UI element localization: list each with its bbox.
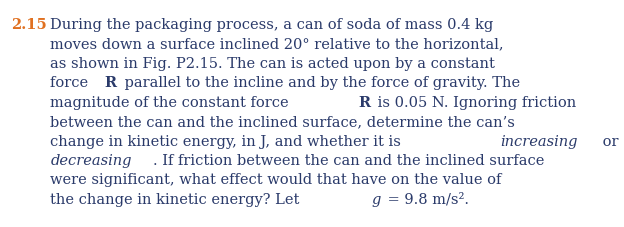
Text: R: R [358, 95, 370, 109]
Text: change in kinetic energy, in J, and whether it is: change in kinetic energy, in J, and whet… [51, 134, 406, 148]
Text: decreasing: decreasing [51, 153, 132, 167]
Text: 2.15: 2.15 [11, 18, 47, 32]
Text: R: R [104, 76, 117, 90]
Text: between the can and the inclined surface, determine the can’s: between the can and the inclined surface… [51, 115, 515, 128]
Text: as shown in Fig. P2.15. The can is acted upon by a constant: as shown in Fig. P2.15. The can is acted… [51, 57, 495, 71]
Text: the change in kinetic energy? Let: the change in kinetic energy? Let [51, 192, 305, 206]
Text: force: force [51, 76, 93, 90]
Text: = 9.8 m/s².: = 9.8 m/s². [383, 192, 469, 206]
Text: increasing: increasing [500, 134, 577, 148]
Text: parallel to the incline and by the force of gravity. The: parallel to the incline and by the force… [120, 76, 520, 90]
Text: is 0.05 N. Ignoring friction: is 0.05 N. Ignoring friction [373, 95, 577, 109]
Text: or: or [598, 134, 618, 148]
Text: magnitude of the constant force: magnitude of the constant force [51, 95, 293, 109]
Text: moves down a surface inclined 20° relative to the horizontal,: moves down a surface inclined 20° relati… [51, 37, 504, 51]
Text: During the packaging process, a can of soda of mass 0.4 kg: During the packaging process, a can of s… [51, 18, 494, 32]
Text: were significant, what effect would that have on the value of: were significant, what effect would that… [51, 173, 502, 187]
Text: g: g [371, 192, 381, 206]
Text: . If friction between the can and the inclined surface: . If friction between the can and the in… [154, 153, 545, 167]
